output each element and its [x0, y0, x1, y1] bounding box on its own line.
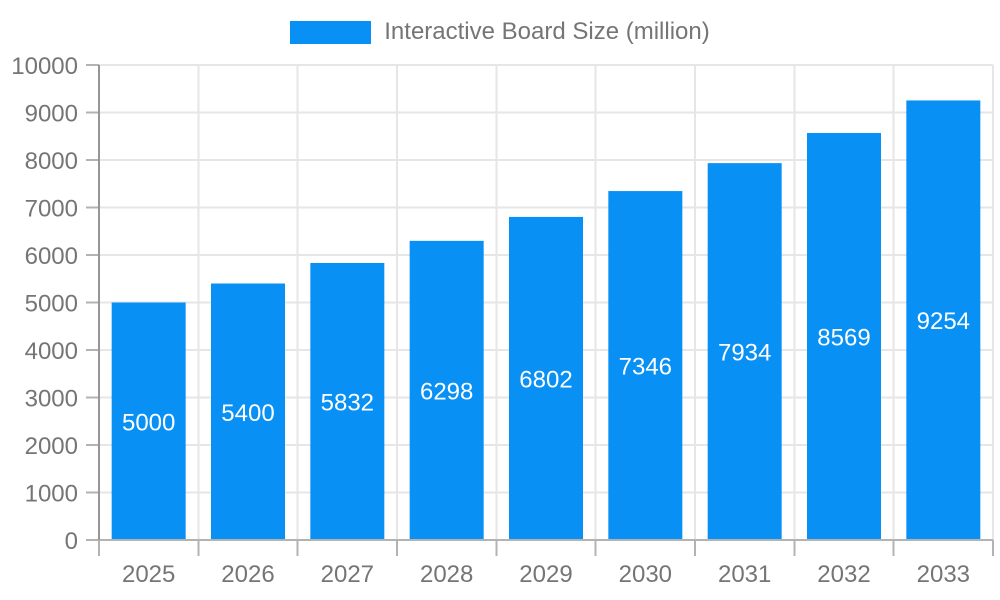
- bar-value-label: 7934: [718, 340, 771, 367]
- bar-2027[interactable]: [310, 262, 385, 540]
- y-tick-label: 4000: [25, 338, 78, 365]
- y-tick-label: 10000: [11, 53, 78, 80]
- bar-value-label: 5832: [321, 389, 374, 416]
- bar-2030[interactable]: [608, 191, 683, 540]
- bar-value-label: 5400: [221, 400, 274, 427]
- x-tick-label: 2025: [122, 561, 175, 588]
- bar-value-label: 9254: [917, 308, 970, 335]
- x-tick-label: 2032: [817, 561, 870, 588]
- bar-2025[interactable]: [111, 302, 186, 541]
- x-tick-label: 2030: [619, 561, 672, 588]
- legend-swatch: [290, 20, 372, 44]
- legend-label: Interactive Board Size (million): [384, 18, 710, 45]
- y-tick-label: 1000: [25, 481, 78, 508]
- y-tick-label: 0: [65, 528, 78, 555]
- x-tick-label: 2028: [420, 561, 473, 588]
- y-tick-label: 7000: [25, 196, 78, 223]
- y-tick-label: 9000: [25, 101, 78, 128]
- legend[interactable]: Interactive Board Size (million): [0, 18, 1000, 46]
- bar-2031[interactable]: [707, 163, 782, 540]
- x-tick-label: 2031: [718, 561, 771, 588]
- y-tick-label: 5000: [25, 291, 78, 318]
- bar-2028[interactable]: [409, 240, 484, 540]
- bar-2026[interactable]: [211, 283, 285, 541]
- x-tick-label: 2026: [221, 561, 274, 588]
- y-tick-label: 6000: [25, 243, 78, 270]
- bar-value-label: 5000: [122, 409, 175, 436]
- bar-2033[interactable]: [906, 100, 981, 540]
- bar-2032[interactable]: [807, 132, 881, 540]
- x-tick-label: 2027: [321, 561, 374, 588]
- y-tick-label: 3000: [25, 386, 78, 413]
- x-tick-label: 2029: [519, 561, 572, 588]
- y-tick-label: 8000: [25, 148, 78, 175]
- bar-value-label: 6298: [420, 378, 473, 405]
- bar-value-label: 8569: [817, 324, 870, 351]
- bar-2029[interactable]: [509, 216, 583, 540]
- y-tick-label: 2000: [25, 433, 78, 460]
- bar-value-label: 7346: [619, 354, 672, 381]
- bar-value-label: 6802: [519, 366, 572, 393]
- x-tick-label: 2033: [917, 561, 970, 588]
